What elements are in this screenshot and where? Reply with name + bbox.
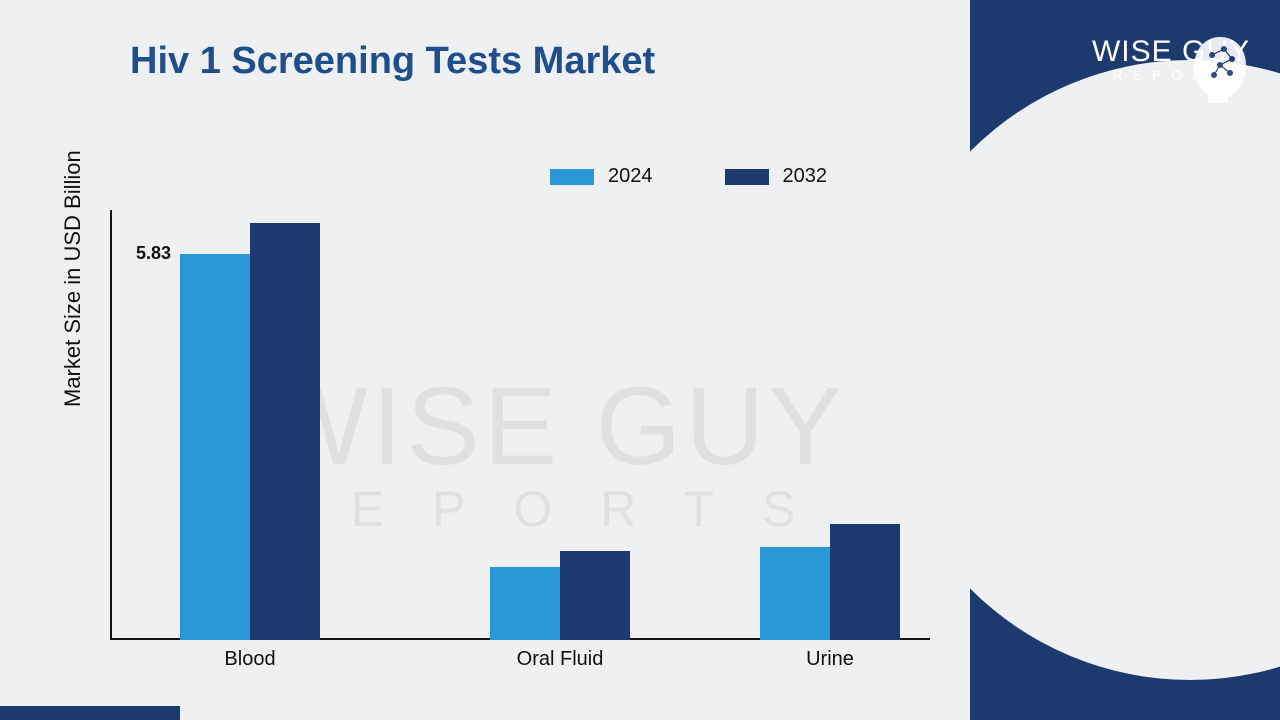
- legend-swatch: [725, 169, 769, 185]
- plot-area: BloodOral FluidUrine5.83: [110, 210, 930, 640]
- chart-title: Hiv 1 Screening Tests Market: [130, 40, 655, 83]
- bar-blood-2032: [250, 223, 320, 640]
- category-label: Blood: [224, 648, 275, 671]
- legend: 2024 2032: [550, 165, 827, 188]
- bar-urine-2032: [830, 524, 900, 640]
- bar-blood-2024: [180, 254, 250, 640]
- legend-item-2032: 2032: [725, 165, 828, 188]
- value-label: 5.83: [136, 243, 171, 264]
- bar-urine-2024: [760, 547, 830, 640]
- category-label: Oral Fluid: [517, 648, 604, 671]
- y-axis-label: Market Size in USD Billion: [60, 150, 86, 407]
- right-band: WISE GUY REPORTS: [970, 0, 1280, 720]
- legend-label: 2032: [783, 165, 828, 188]
- legend-swatch: [550, 169, 594, 185]
- chart-canvas: WISE GUY REPORTS Hiv 1 Screening Tests M…: [0, 0, 1280, 720]
- legend-item-2024: 2024: [550, 165, 653, 188]
- y-axis-line: [110, 210, 112, 640]
- category-label: Urine: [806, 648, 854, 671]
- bar-oral-fluid-2024: [490, 567, 560, 640]
- footer-accent-bar: [0, 706, 180, 720]
- brand-logo: WISE GUY REPORTS: [1092, 35, 1250, 83]
- legend-label: 2024: [608, 165, 653, 188]
- circle-cutout: [880, 60, 1280, 680]
- bar-oral-fluid-2032: [560, 551, 630, 640]
- brand-head-icon: [1190, 35, 1250, 105]
